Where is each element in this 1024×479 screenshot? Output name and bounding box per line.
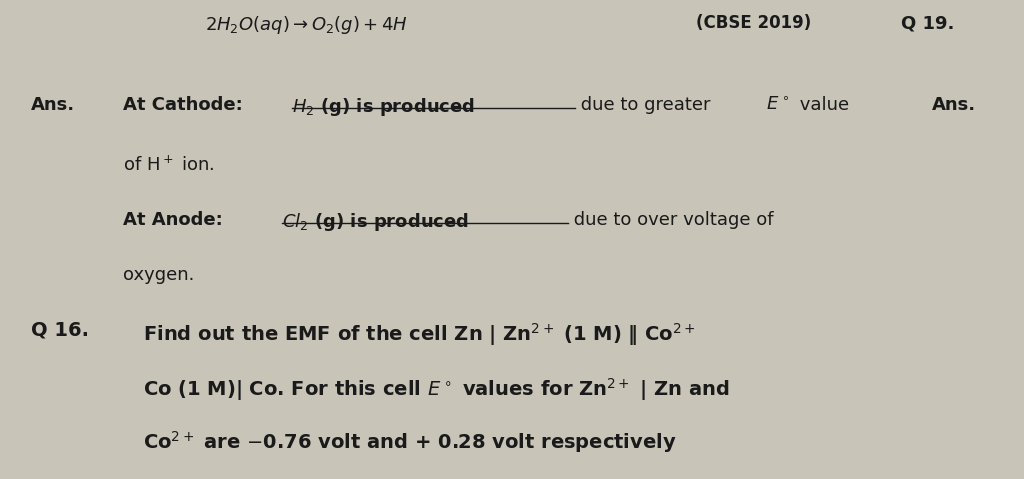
Text: At Anode:: At Anode: xyxy=(123,211,229,229)
Text: value: value xyxy=(794,96,849,114)
Text: due to over voltage of: due to over voltage of xyxy=(568,211,774,229)
Text: of H$^+$ ion.: of H$^+$ ion. xyxy=(123,156,214,175)
Text: $H_2$ (g) is produced: $H_2$ (g) is produced xyxy=(292,96,475,118)
Text: Ans.: Ans. xyxy=(932,96,976,114)
Text: Co$^{2+}$ are $-$0.76 volt and + 0.28 volt respectively: Co$^{2+}$ are $-$0.76 volt and + 0.28 vo… xyxy=(143,429,677,455)
Text: $2H_2O(aq) \rightarrow O_2(g) + 4H$: $2H_2O(aq) \rightarrow O_2(g) + 4H$ xyxy=(205,14,408,36)
Text: $Cl_2$ (g) is produced: $Cl_2$ (g) is produced xyxy=(282,211,469,233)
Text: At Cathode:: At Cathode: xyxy=(123,96,249,114)
Text: $E^\circ$: $E^\circ$ xyxy=(766,96,788,114)
Text: Q 16.: Q 16. xyxy=(31,321,89,340)
Text: Find out the EMF of the cell Zn | Zn$^{2+}$ (1 M) ‖ Co$^{2+}$: Find out the EMF of the cell Zn | Zn$^{2… xyxy=(143,321,696,348)
Text: Q 19.: Q 19. xyxy=(901,14,954,33)
Text: Co (1 M)| Co. For this cell $E^\circ$ values for Zn$^{2+}$ | Zn and: Co (1 M)| Co. For this cell $E^\circ$ va… xyxy=(143,376,730,403)
Text: oxygen.: oxygen. xyxy=(123,266,195,284)
Text: (CBSE 2019): (CBSE 2019) xyxy=(696,14,812,33)
Text: Ans.: Ans. xyxy=(31,96,75,114)
Text: due to greater: due to greater xyxy=(575,96,717,114)
